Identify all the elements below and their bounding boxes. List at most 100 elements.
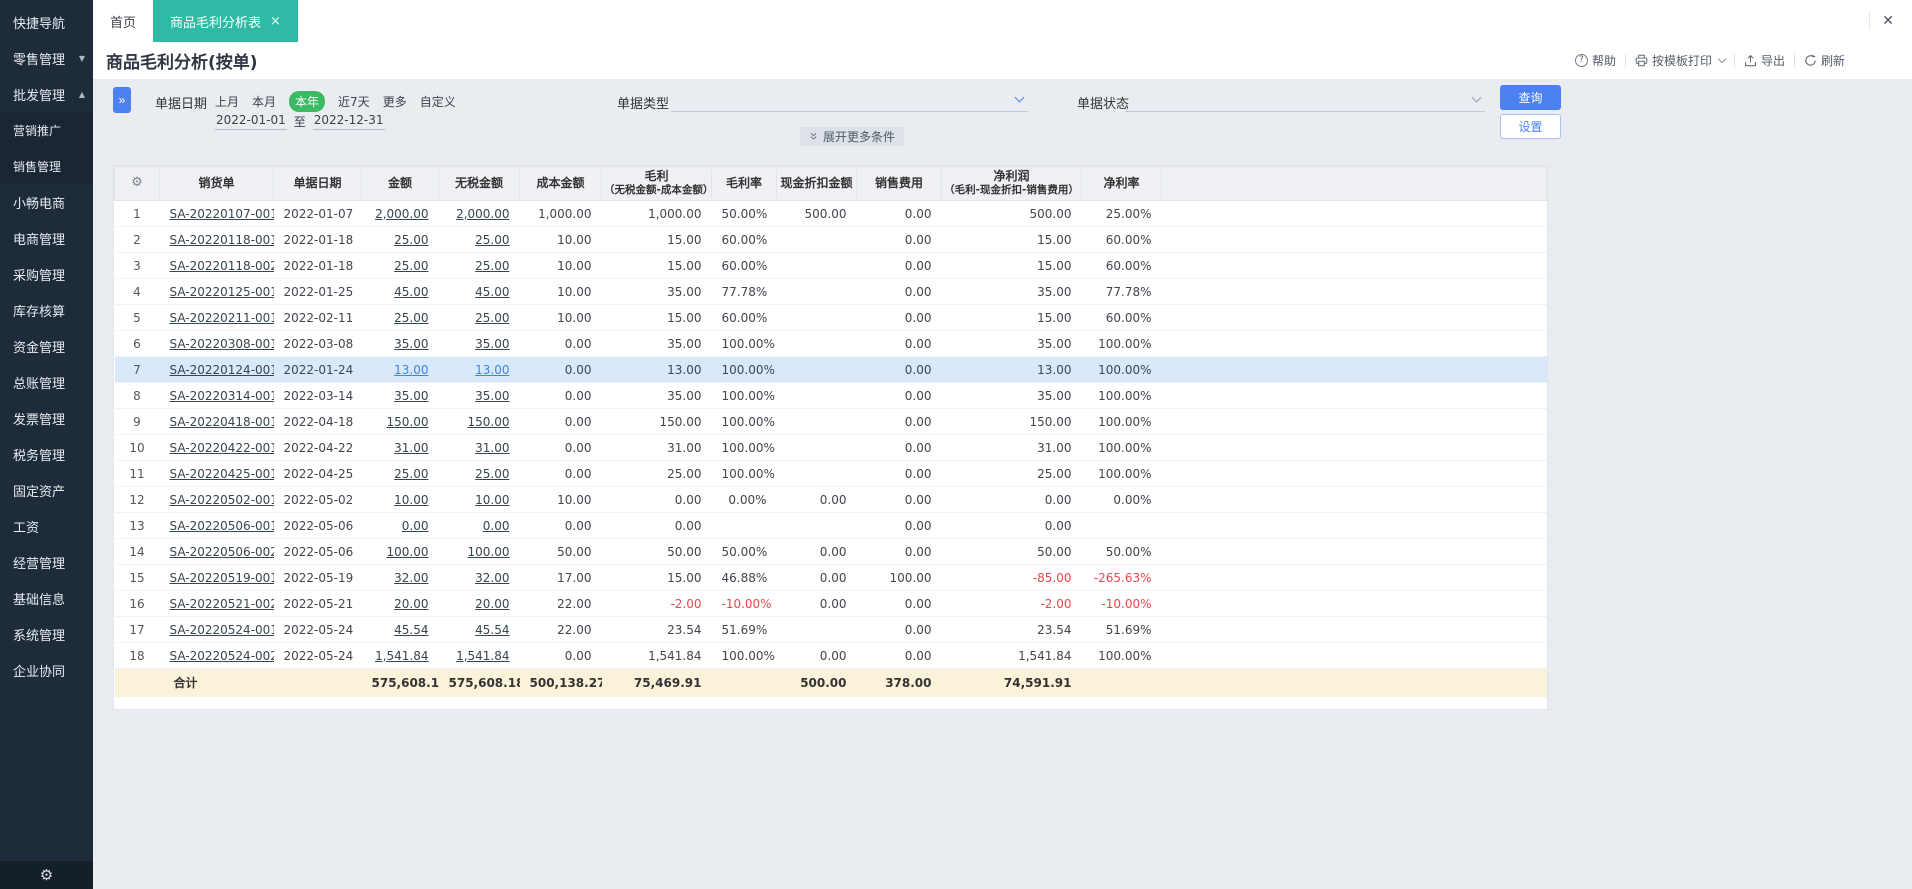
date-from-input[interactable]: 2022-01-01 [215,113,287,130]
cell-order-link[interactable]: SA-20220118-001 [169,232,274,247]
cell-tax_free-link[interactable]: 25.00 [475,466,510,481]
sidebar-item-3[interactable]: 营销推广 [0,112,93,148]
cell-order-link[interactable]: SA-20220502-001 [169,492,274,507]
table-row-10[interactable]: 10 SA-20220422-001 2022-04-22 31.00 31.00 0.0… [114,434,1547,461]
cell-amount-link[interactable]: 20.00 [394,596,429,611]
sidebar-item-14[interactable]: 工资 [0,508,93,544]
cell-amount-link[interactable]: 100.00 [386,544,429,559]
sidebar-item-16[interactable]: 基础信息 [0,580,93,616]
column-settings-icon[interactable]: ⚙ [131,175,143,191]
cell-amount-link[interactable]: 25.00 [394,232,429,247]
cell-order-link[interactable]: SA-20220524-001 [169,622,274,637]
cell-amount-link[interactable]: 35.00 [394,388,429,403]
cell-order-link[interactable]: SA-20220521-002 [169,596,274,611]
column-header-10[interactable]: 净利率 [1081,166,1162,201]
cell-tax_free-link[interactable]: 20.00 [475,596,510,611]
cell-order-link[interactable]: SA-20220124-001 [169,362,274,377]
print-template-button[interactable]: 按模板打印 [1635,52,1727,69]
cell-amount-link[interactable]: 25.00 [394,258,429,273]
sidebar-item-9[interactable]: 资金管理 [0,328,93,364]
cell-tax_free-link[interactable]: 45.54 [475,622,510,637]
quick-date-option-3[interactable]: 近7天 [338,95,370,109]
cell-tax_free-link[interactable]: 31.00 [475,440,510,455]
close-icon[interactable]: ✕ [1882,13,1894,29]
table-row-9[interactable]: 9 SA-20220418-001 2022-04-18 150.00 150.00 0.… [114,408,1547,435]
sidebar-item-13[interactable]: 固定资产 [0,472,93,508]
table-row-5[interactable]: 5 SA-20220211-001 2022-02-11 25.00 25.00 10.0… [114,304,1547,331]
expand-side-filter-button[interactable]: » [113,87,131,113]
export-button[interactable]: 导出 [1744,52,1785,69]
sidebar-item-15[interactable]: 经营管理 [0,544,93,580]
table-row-11[interactable]: 11 SA-20220425-001 2022-04-25 25.00 25.00 0.0… [114,460,1547,487]
cell-amount-link[interactable]: 25.00 [394,466,429,481]
cell-tax_free-link[interactable]: 35.00 [475,388,510,403]
settings-gear-icon[interactable]: ⚙ [39,866,54,884]
sidebar-item-0[interactable]: 快捷导航 [0,4,93,40]
cell-order-link[interactable]: SA-20220506-001 [169,518,274,533]
cell-amount-link[interactable]: 1,541.84 [375,648,429,663]
date-to-input[interactable]: 2022-12-31 [312,113,385,130]
sidebar-item-6[interactable]: 电商管理 [0,220,93,256]
cell-order-link[interactable]: SA-20220524-002 [169,648,274,663]
cell-order-link[interactable]: SA-20220519-001 [169,570,274,585]
cell-order-link[interactable]: SA-20220418-001 [169,414,274,429]
column-header-8[interactable]: 销售费用 [856,166,942,201]
table-row-12[interactable]: 12 SA-20220502-001 2022-05-02 10.00 10.00 10.… [114,486,1547,513]
sidebar-item-17[interactable]: 系统管理 [0,616,93,652]
quick-date-option-4[interactable]: 更多 [382,95,407,109]
cell-tax_free-link[interactable]: 35.00 [475,336,510,351]
cell-tax_free-link[interactable]: 10.00 [475,492,510,507]
sidebar-item-18[interactable]: 企业协同 [0,652,93,688]
cell-amount-link[interactable]: 10.00 [394,492,429,507]
sidebar-item-8[interactable]: 库存核算 [0,292,93,328]
cell-tax_free-link[interactable]: 13.00 [475,362,510,377]
cell-amount-link[interactable]: 32.00 [394,570,429,585]
settings-button[interactable]: 设置 [1500,114,1561,139]
cell-order-link[interactable]: SA-20220118-002 [169,258,274,273]
cell-order-link[interactable]: SA-20220425-001 [169,466,274,481]
quick-date-option-2[interactable]: 本年 [289,91,326,112]
cell-order-link[interactable]: SA-20220211-001 [169,310,274,325]
cell-amount-link[interactable]: 0.00 [401,518,429,533]
cell-amount-link[interactable]: 25.00 [394,310,429,325]
sidebar-item-12[interactable]: 税务管理 [0,436,93,472]
sidebar-item-2[interactable]: 批发管理 ▲ [0,76,93,112]
column-header-4[interactable]: 成本金额 [519,166,602,201]
cell-tax_free-link[interactable]: 0.00 [482,518,510,533]
column-header-2[interactable]: 金额 [361,166,439,201]
sidebar-item-5[interactable]: 小畅电商 [0,184,93,220]
doc-type-select[interactable] [671,88,1028,112]
cell-tax_free-link[interactable]: 25.00 [475,310,510,325]
table-row-15[interactable]: 15 SA-20220519-001 2022-05-19 32.00 32.00 17.… [114,564,1547,591]
doc-status-select[interactable] [1125,88,1485,112]
table-row-2[interactable]: 2 SA-20220118-001 2022-01-18 25.00 25.00 10.0… [114,226,1547,253]
cell-amount-link[interactable]: 13.00 [394,362,429,377]
column-header-7[interactable]: 现金折扣金额 [776,166,857,201]
column-header-3[interactable]: 无税金额 [438,166,520,201]
table-row-3[interactable]: 3 SA-20220118-002 2022-01-18 25.00 25.00 10.0… [114,252,1547,279]
tab-gross-profit-analysis[interactable]: 商品毛利分析表 × [153,0,298,42]
cell-tax_free-link[interactable]: 100.00 [467,544,510,559]
cell-tax_free-link[interactable]: 150.00 [467,414,510,429]
cell-tax_free-link[interactable]: 45.00 [475,284,510,299]
cell-order-link[interactable]: SA-20220506-002 [169,544,274,559]
tab-close-icon[interactable]: × [270,13,281,29]
sidebar-item-7[interactable]: 采购管理 [0,256,93,292]
column-header-1[interactable]: 单据日期 [273,166,362,201]
tab-home[interactable]: 首页 [93,0,153,42]
query-button[interactable]: 查询 [1500,85,1561,110]
sidebar-item-10[interactable]: 总账管理 [0,364,93,400]
cell-tax_free-link[interactable]: 25.00 [475,258,510,273]
table-row-16[interactable]: 16 SA-20220521-002 2022-05-21 20.00 20.00 22.… [114,590,1547,617]
cell-tax_free-link[interactable]: 25.00 [475,232,510,247]
table-row-1[interactable]: 1 SA-20220107-001 2022-01-07 2,000.00 2,000.… [114,200,1547,227]
cell-order-link[interactable]: SA-20220125-001 [169,284,274,299]
table-row-17[interactable]: 17 SA-20220524-001 2022-05-24 45.54 45.54 22.… [114,616,1547,643]
cell-amount-link[interactable]: 45.54 [394,622,429,637]
table-row-8[interactable]: 8 SA-20220314-001 2022-03-14 35.00 35.00 0.00… [114,382,1547,409]
cell-tax_free-link[interactable]: 2,000.00 [456,206,510,221]
column-header-9[interactable]: 净利润 （毛利-现金折扣-销售费用） [941,166,1082,201]
sidebar-item-11[interactable]: 发票管理 [0,400,93,436]
cell-tax_free-link[interactable]: 1,541.84 [456,648,510,663]
refresh-button[interactable]: 刷新 [1804,52,1845,69]
